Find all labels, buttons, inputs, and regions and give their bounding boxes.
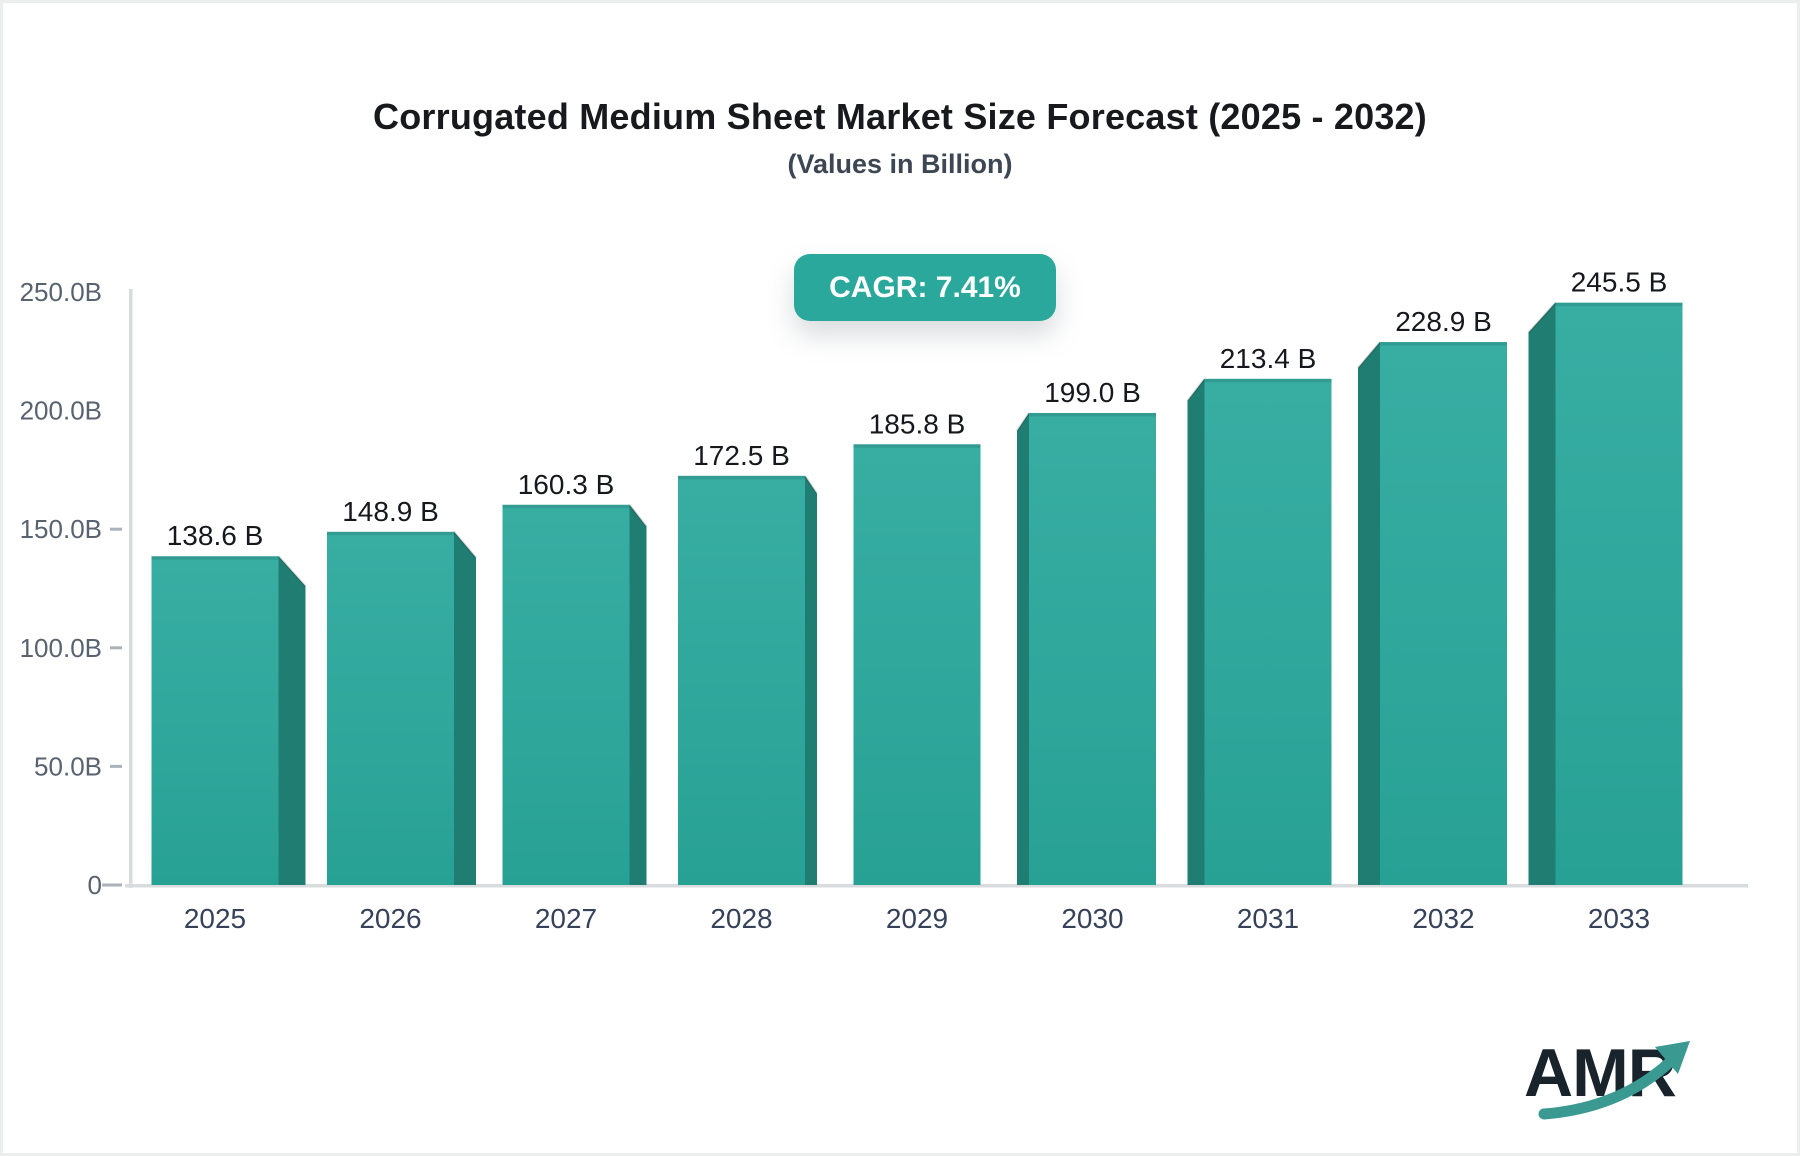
bar-value-label: 213.4 B [1220, 343, 1317, 374]
bar-top-edge [327, 531, 454, 536]
bar [1186, 378, 1332, 885]
bar-value-label: 245.5 B [1571, 267, 1668, 298]
x-axis-label: 2032 [1412, 903, 1474, 934]
bar [1357, 341, 1507, 885]
page-title: Corrugated Medium Sheet Market Size Fore… [373, 96, 1427, 137]
y-axis-label: 50.0B [34, 751, 102, 781]
y-axis-label: 0 [88, 870, 102, 900]
bar [678, 475, 818, 885]
x-axis-label: 2033 [1588, 903, 1650, 934]
bar-side-face [1358, 342, 1380, 885]
bar-top-edge [853, 444, 981, 448]
bar-front-face [1555, 302, 1683, 885]
page-subtitle: (Values in Billion) [787, 149, 1013, 179]
bar-front-face [1204, 378, 1332, 885]
bar-top-edge [1555, 302, 1683, 307]
bar-top-edge [151, 556, 279, 560]
bar-value-label: 172.5 B [693, 440, 790, 471]
y-axis-tick [102, 883, 122, 887]
bar [502, 504, 648, 885]
bar [1016, 412, 1156, 885]
bar [151, 555, 307, 885]
bar-value-label: 148.9 B [342, 496, 439, 527]
bar-value-label: 160.3 B [518, 469, 615, 500]
bar-value-label: 199.0 B [1044, 377, 1141, 408]
bar-side-face [629, 504, 647, 885]
bar-chamfer-edge [804, 475, 818, 495]
growth-arrow-icon [1538, 1041, 1690, 1120]
bar-front-face [678, 475, 805, 885]
y-axis-label: 100.0B [20, 633, 102, 663]
x-axis-label: 2029 [886, 903, 948, 934]
bar-top-edge [502, 504, 630, 509]
bar-chamfer-edge [1357, 341, 1381, 369]
bar-top-edge [1380, 342, 1507, 346]
bar-front-face [151, 556, 279, 885]
bar-side-face [1017, 412, 1029, 885]
bar [853, 444, 981, 885]
y-axis-tick [110, 646, 122, 650]
cagr-badge: CAGR: 7.41% [794, 254, 1056, 321]
bar-top-edge [678, 475, 805, 480]
bar-chamfer-edge [628, 504, 648, 528]
y-axis-label: 200.0B [20, 396, 102, 426]
bar-chamfer-edge [277, 555, 307, 587]
y-axis-label: 150.0B [20, 514, 102, 544]
y-axis-tick [110, 527, 122, 531]
bar-front-face [1029, 412, 1156, 885]
bar-side-face [278, 556, 306, 885]
bar-front-face [502, 504, 630, 885]
bar-front-face [327, 531, 454, 885]
bar-side-face [805, 475, 817, 885]
bar-front-face [1380, 342, 1507, 885]
y-axis-tick [110, 764, 122, 768]
bar-side-face [1528, 302, 1556, 885]
y-axis-label: 250.0B [20, 277, 102, 307]
x-axis-label: 2025 [184, 903, 246, 934]
bar [1527, 302, 1683, 885]
x-axis-label: 2028 [710, 903, 772, 934]
bar-chamfer-edge [453, 531, 477, 559]
bar-top-edge [1029, 412, 1156, 417]
bar-value-label: 138.6 B [167, 520, 264, 551]
bar-value-label: 185.8 B [869, 408, 966, 439]
bar [327, 531, 477, 885]
bar-side-face [1187, 378, 1205, 885]
bar-chamfer-edge [1527, 302, 1557, 334]
x-axis-label: 2027 [535, 903, 597, 934]
bar-front-face [853, 444, 981, 885]
x-axis-label: 2026 [359, 903, 421, 934]
x-axis-label: 2030 [1061, 903, 1123, 934]
x-axis-line [125, 884, 1748, 888]
cagr-badge-label: CAGR: 7.41% [829, 270, 1021, 304]
x-axis-label: 2031 [1237, 903, 1299, 934]
bar-value-label: 228.9 B [1395, 306, 1492, 337]
bar-chamfer-edge [1016, 412, 1030, 432]
bar-chamfer-edge [1186, 378, 1206, 402]
y-axis-line [129, 289, 133, 888]
bar-side-face [454, 531, 476, 885]
bar-top-edge [1204, 378, 1332, 383]
amr-logo: AMR [1524, 1035, 1690, 1120]
